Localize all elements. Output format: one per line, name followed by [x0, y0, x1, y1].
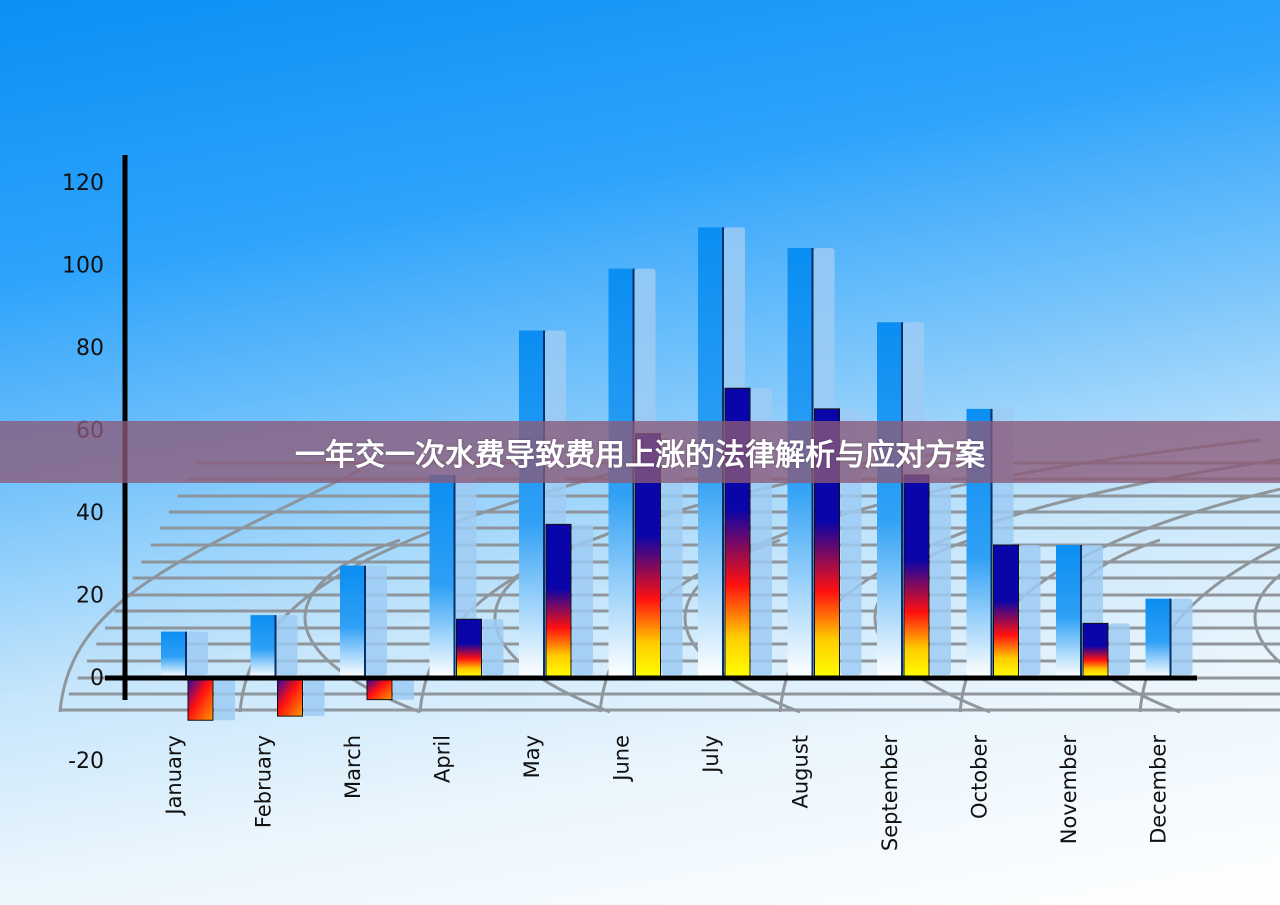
- bar-group-march: [340, 565, 414, 701]
- bar-series1: [161, 631, 186, 677]
- x-label-april: April: [431, 735, 455, 783]
- bar-series2-negative: [366, 678, 393, 701]
- y-tick-label: 80: [76, 336, 104, 361]
- bar-group-february: [250, 615, 325, 717]
- banner-title: 一年交一次水费导致费用上涨的法律解析与应对方案: [295, 438, 985, 473]
- bar-series2: [1082, 622, 1109, 678]
- bar-series2: [545, 523, 572, 678]
- y-tick-label: 100: [62, 254, 104, 279]
- bar-group-january: [161, 631, 235, 721]
- bar-group-may: [519, 330, 593, 678]
- bar-series1: [250, 615, 276, 677]
- x-label-august: August: [789, 735, 813, 809]
- y-tick-label: 40: [76, 501, 104, 526]
- x-label-february: February: [252, 735, 276, 828]
- x-label-july: July: [699, 735, 723, 775]
- bar-group-december: [1145, 598, 1193, 677]
- x-label-june: June: [610, 735, 634, 783]
- y-tick-label: -20: [68, 749, 104, 774]
- x-label-may: May: [520, 735, 544, 778]
- bar-series1: [340, 565, 365, 677]
- bar-group-september: [877, 322, 951, 678]
- bar-series1: [519, 330, 544, 677]
- x-axis-labels: January February March April May June July Augu…: [162, 735, 1171, 851]
- y-tick-label: 120: [62, 171, 104, 196]
- x-label-october: October: [968, 735, 992, 819]
- title-banner: 一年交一次水费导致费用上涨的法律解析与应对方案: [0, 421, 1280, 483]
- x-label-december: December: [1147, 735, 1171, 844]
- bar-series2-negative: [277, 678, 303, 717]
- bar-series2-negative: [187, 678, 214, 721]
- bar-group-april: [429, 474, 504, 678]
- x-label-january: January: [162, 735, 186, 817]
- bar-series2: [456, 618, 482, 678]
- x-label-september: September: [878, 735, 902, 851]
- bar-series1: [877, 322, 902, 677]
- x-label-march: March: [341, 735, 365, 799]
- bar-series1: [1056, 545, 1081, 677]
- bar-group-november: [1056, 545, 1130, 678]
- x-label-november: November: [1057, 735, 1081, 845]
- bar-series1: [1145, 598, 1171, 677]
- bar-series2: [903, 474, 930, 678]
- bar-series1: [429, 474, 455, 677]
- bar-series2: [993, 544, 1019, 678]
- y-tick-label: 0: [90, 666, 104, 691]
- y-tick-label: 20: [76, 584, 104, 609]
